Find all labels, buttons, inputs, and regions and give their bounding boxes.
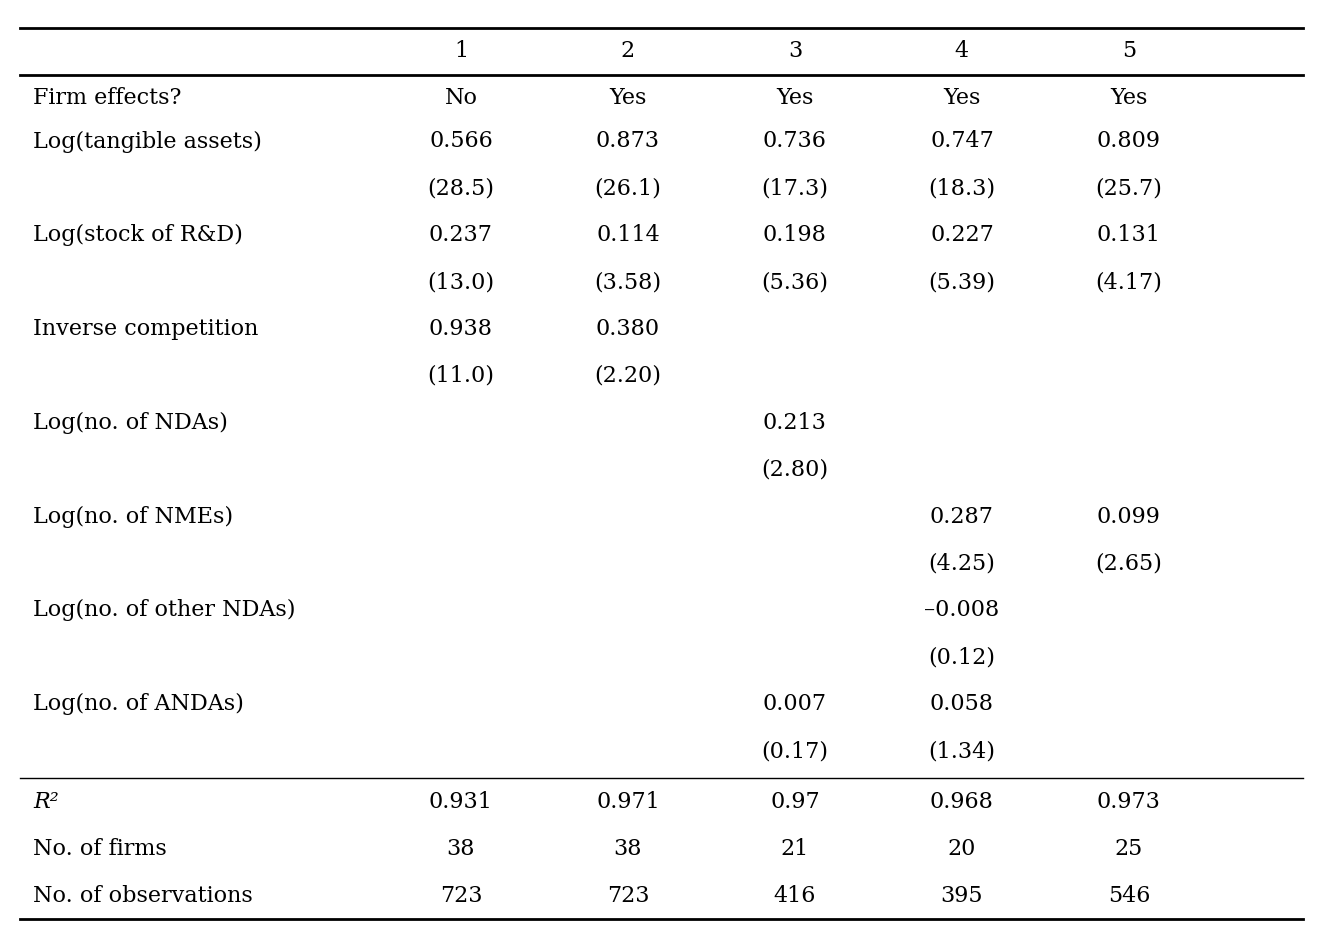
Text: 38: 38 <box>613 838 643 859</box>
Text: 416: 416 <box>774 884 816 907</box>
Text: 723: 723 <box>440 884 482 907</box>
Text: 546: 546 <box>1108 884 1150 907</box>
Text: 0.938: 0.938 <box>429 318 493 340</box>
Text: Yes: Yes <box>776 88 814 109</box>
Text: Yes: Yes <box>609 88 647 109</box>
Text: (11.0): (11.0) <box>428 365 494 387</box>
Text: 21: 21 <box>780 838 810 859</box>
Text: Log(no. of ANDAs): Log(no. of ANDAs) <box>33 693 244 716</box>
Text: 0.971: 0.971 <box>596 791 660 813</box>
Text: 25: 25 <box>1114 838 1144 859</box>
Text: 0.968: 0.968 <box>930 791 994 813</box>
Text: Log(tangible assets): Log(tangible assets) <box>33 131 262 152</box>
Text: 4: 4 <box>955 40 969 63</box>
Text: 1: 1 <box>454 40 468 63</box>
Text: (13.0): (13.0) <box>428 272 494 293</box>
Text: 0.747: 0.747 <box>930 131 994 152</box>
Text: 0.237: 0.237 <box>429 224 493 246</box>
Text: Log(stock of R&D): Log(stock of R&D) <box>33 224 243 246</box>
Text: –0.008: –0.008 <box>925 599 999 621</box>
Text: 0.566: 0.566 <box>429 131 493 152</box>
Text: No. of observations: No. of observations <box>33 884 253 907</box>
Text: Yes: Yes <box>943 88 981 109</box>
Text: 0.736: 0.736 <box>763 131 827 152</box>
Text: No. of firms: No. of firms <box>33 838 167 859</box>
Text: 0.873: 0.873 <box>596 131 660 152</box>
Text: 0.131: 0.131 <box>1097 224 1161 246</box>
Text: Inverse competition: Inverse competition <box>33 318 259 340</box>
Text: (28.5): (28.5) <box>428 177 494 200</box>
Text: (4.25): (4.25) <box>929 552 995 575</box>
Text: 0.973: 0.973 <box>1097 791 1161 813</box>
Text: 0.931: 0.931 <box>429 791 493 813</box>
Text: (2.80): (2.80) <box>762 459 828 480</box>
Text: 0.97: 0.97 <box>770 791 820 813</box>
Text: (1.34): (1.34) <box>929 740 995 762</box>
Text: (5.39): (5.39) <box>929 272 995 293</box>
Text: 38: 38 <box>446 838 476 859</box>
Text: (0.12): (0.12) <box>929 647 995 668</box>
Text: 0.007: 0.007 <box>763 693 827 716</box>
Text: 395: 395 <box>941 884 983 907</box>
Text: 3: 3 <box>788 40 802 63</box>
Text: Log(no. of other NDAs): Log(no. of other NDAs) <box>33 599 295 621</box>
Text: 723: 723 <box>607 884 649 907</box>
Text: (18.3): (18.3) <box>929 177 995 200</box>
Text: (0.17): (0.17) <box>762 740 828 762</box>
Text: (26.1): (26.1) <box>595 177 661 200</box>
Text: 0.099: 0.099 <box>1097 506 1161 528</box>
Text: Firm effects?: Firm effects? <box>33 88 182 109</box>
Text: Log(no. of NMEs): Log(no. of NMEs) <box>33 506 234 528</box>
Text: R²: R² <box>33 791 59 813</box>
Text: No: No <box>445 88 477 109</box>
Text: 0.213: 0.213 <box>763 411 827 434</box>
Text: 0.058: 0.058 <box>930 693 994 716</box>
Text: 0.380: 0.380 <box>596 318 660 340</box>
Text: 0.198: 0.198 <box>763 224 827 246</box>
Text: (2.20): (2.20) <box>595 365 661 387</box>
Text: 0.114: 0.114 <box>596 224 660 246</box>
Text: 0.227: 0.227 <box>930 224 994 246</box>
Text: (17.3): (17.3) <box>762 177 828 200</box>
Text: (5.36): (5.36) <box>762 272 828 293</box>
Text: Log(no. of NDAs): Log(no. of NDAs) <box>33 411 228 434</box>
Text: 0.809: 0.809 <box>1097 131 1161 152</box>
Text: Yes: Yes <box>1110 88 1148 109</box>
Text: (3.58): (3.58) <box>595 272 661 293</box>
Text: 2: 2 <box>621 40 635 63</box>
Text: 20: 20 <box>947 838 977 859</box>
Text: (2.65): (2.65) <box>1096 552 1162 575</box>
Text: (25.7): (25.7) <box>1096 177 1162 200</box>
Text: 5: 5 <box>1122 40 1136 63</box>
Text: (4.17): (4.17) <box>1096 272 1162 293</box>
Text: 0.287: 0.287 <box>930 506 994 528</box>
